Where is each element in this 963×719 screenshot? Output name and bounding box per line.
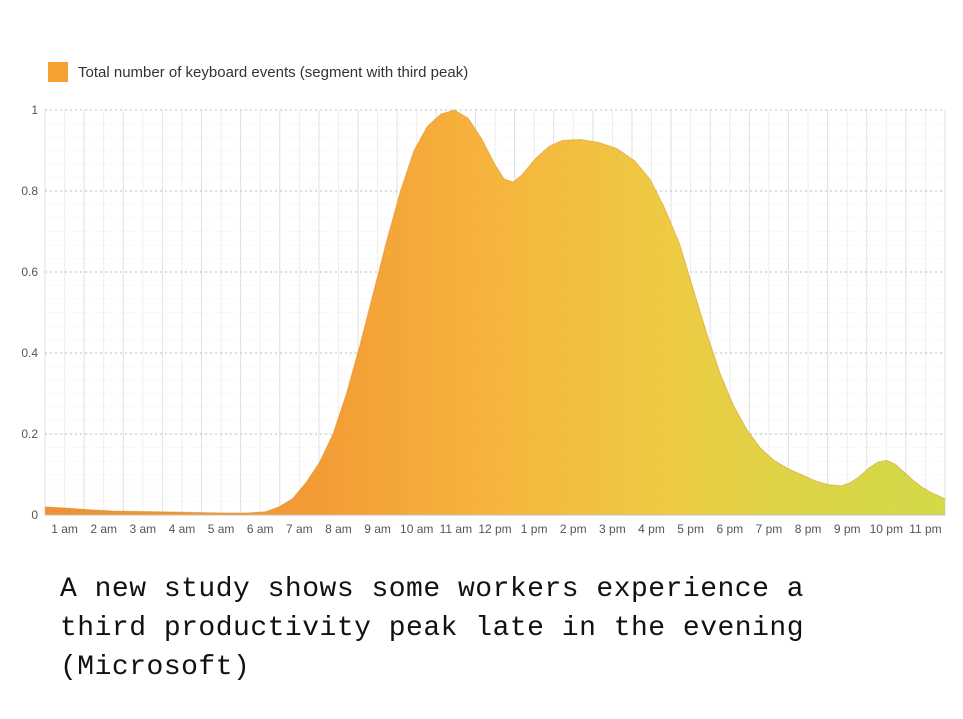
- y-tick-label: 1: [31, 105, 38, 117]
- x-tick-label: 8 am: [325, 522, 352, 536]
- x-tick-label: 9 am: [364, 522, 391, 536]
- x-tick-label: 9 pm: [834, 522, 861, 536]
- chart-svg: 00.20.40.60.811 am2 am3 am4 am5 am6 am7 …: [15, 105, 950, 545]
- chart-legend: Total number of keyboard events (segment…: [48, 62, 468, 82]
- y-tick-label: 0.8: [21, 184, 38, 198]
- y-tick-label: 0.2: [21, 427, 38, 441]
- x-tick-label: 10 pm: [870, 522, 903, 536]
- x-tick-label: 7 am: [286, 522, 313, 536]
- legend-label: Total number of keyboard events (segment…: [78, 64, 468, 81]
- x-tick-label: 11 am: [440, 522, 472, 536]
- x-tick-label: 2 am: [90, 522, 117, 536]
- caption-text: A new study shows some workers experienc…: [60, 570, 880, 688]
- x-tick-label: 4 pm: [638, 522, 665, 536]
- y-tick-label: 0.4: [21, 346, 38, 360]
- page: Total number of keyboard events (segment…: [0, 0, 963, 719]
- legend-swatch: [48, 62, 68, 82]
- x-tick-label: 4 am: [169, 522, 196, 536]
- x-tick-label: 1 am: [51, 522, 78, 536]
- y-tick-label: 0: [31, 508, 38, 522]
- x-tick-label: 8 pm: [795, 522, 822, 536]
- x-tick-label: 2 pm: [560, 522, 587, 536]
- x-tick-label: 10 am: [400, 522, 433, 536]
- x-tick-label: 1 pm: [521, 522, 548, 536]
- x-tick-label: 12 pm: [478, 522, 511, 536]
- productivity-area-chart: 00.20.40.60.811 am2 am3 am4 am5 am6 am7 …: [15, 105, 950, 545]
- x-tick-label: 5 pm: [677, 522, 704, 536]
- x-tick-label: 3 am: [129, 522, 156, 536]
- x-tick-label: 5 am: [208, 522, 235, 536]
- x-tick-label: 6 am: [247, 522, 274, 536]
- x-tick-label: 7 pm: [756, 522, 783, 536]
- x-tick-label: 6 pm: [716, 522, 743, 536]
- y-tick-label: 0.6: [21, 265, 38, 279]
- x-tick-label: 11 pm: [909, 522, 941, 536]
- x-tick-label: 3 pm: [599, 522, 626, 536]
